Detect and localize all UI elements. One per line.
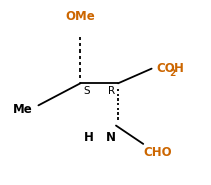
Text: 2: 2 (169, 69, 176, 78)
Text: N: N (106, 131, 115, 144)
Text: H: H (84, 131, 94, 144)
Text: H: H (174, 62, 184, 75)
Text: R: R (108, 86, 115, 96)
Text: CHO: CHO (143, 146, 172, 159)
Text: Me: Me (13, 102, 33, 115)
Text: OMe: OMe (65, 10, 95, 23)
Text: CO: CO (157, 62, 176, 75)
Text: S: S (84, 86, 90, 96)
